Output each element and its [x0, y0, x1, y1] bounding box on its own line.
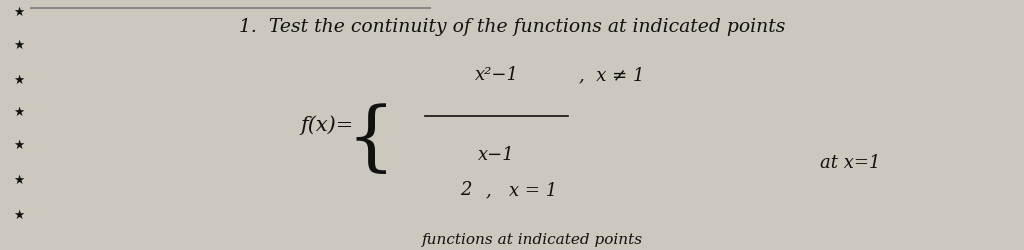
Text: x²−1: x²−1	[475, 66, 518, 84]
Text: ★: ★	[13, 38, 24, 52]
Text: ★: ★	[13, 138, 24, 151]
Text: ,   x = 1: , x = 1	[486, 181, 558, 199]
Text: f(x)=: f(x)=	[300, 115, 353, 135]
Text: x−1: x−1	[478, 146, 515, 164]
Text: ,  x ≠ 1: , x ≠ 1	[579, 66, 644, 84]
Text: 1.  Test the continuity of the functions at indicated points: 1. Test the continuity of the functions …	[239, 18, 785, 36]
Text: {: {	[346, 103, 395, 177]
Text: ★: ★	[13, 106, 24, 119]
Text: 2: 2	[460, 181, 472, 199]
Text: ★: ★	[13, 6, 24, 19]
Text: at x=1: at x=1	[819, 154, 881, 172]
Text: ★: ★	[13, 174, 24, 186]
Text: ★: ★	[13, 208, 24, 222]
Text: ★: ★	[13, 74, 24, 86]
Text: functions at indicated points: functions at indicated points	[422, 233, 643, 247]
